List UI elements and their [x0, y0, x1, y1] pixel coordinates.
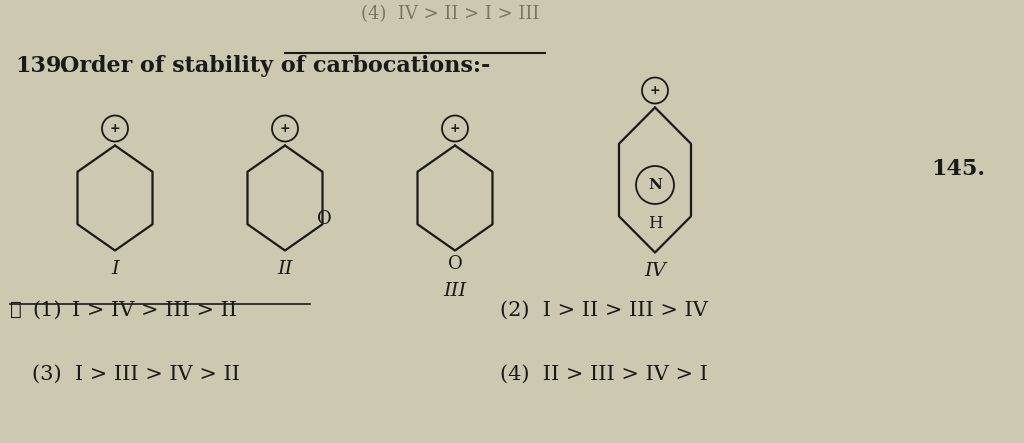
Text: N: N: [648, 178, 662, 192]
Text: 139.: 139.: [15, 55, 69, 77]
Text: I: I: [112, 260, 119, 279]
Text: (2)  I > II > III > IV: (2) I > II > III > IV: [500, 301, 708, 320]
Text: (4)  II > III > IV > I: (4) II > III > IV > I: [500, 365, 708, 384]
Text: +: +: [649, 84, 660, 97]
Text: 145.: 145.: [931, 158, 985, 180]
Text: (3)  I > III > IV > II: (3) I > III > IV > II: [32, 365, 240, 384]
Text: +: +: [110, 122, 120, 135]
Text: O: O: [447, 256, 463, 273]
Text: II: II: [278, 260, 293, 279]
Text: +: +: [450, 122, 461, 135]
Text: III: III: [443, 283, 467, 300]
Text: (1): (1): [32, 301, 61, 320]
Text: ✓: ✓: [10, 301, 22, 319]
Text: +: +: [280, 122, 291, 135]
Text: (4)  IV > II > I > III: (4) IV > II > I > III: [360, 5, 540, 23]
Text: H: H: [648, 215, 663, 232]
Text: O: O: [317, 210, 332, 228]
Text: IV: IV: [644, 263, 666, 280]
Text: I > IV > III > II: I > IV > III > II: [72, 301, 238, 320]
Circle shape: [636, 166, 674, 204]
Text: Order of stability of carbocations:-: Order of stability of carbocations:-: [60, 55, 490, 77]
